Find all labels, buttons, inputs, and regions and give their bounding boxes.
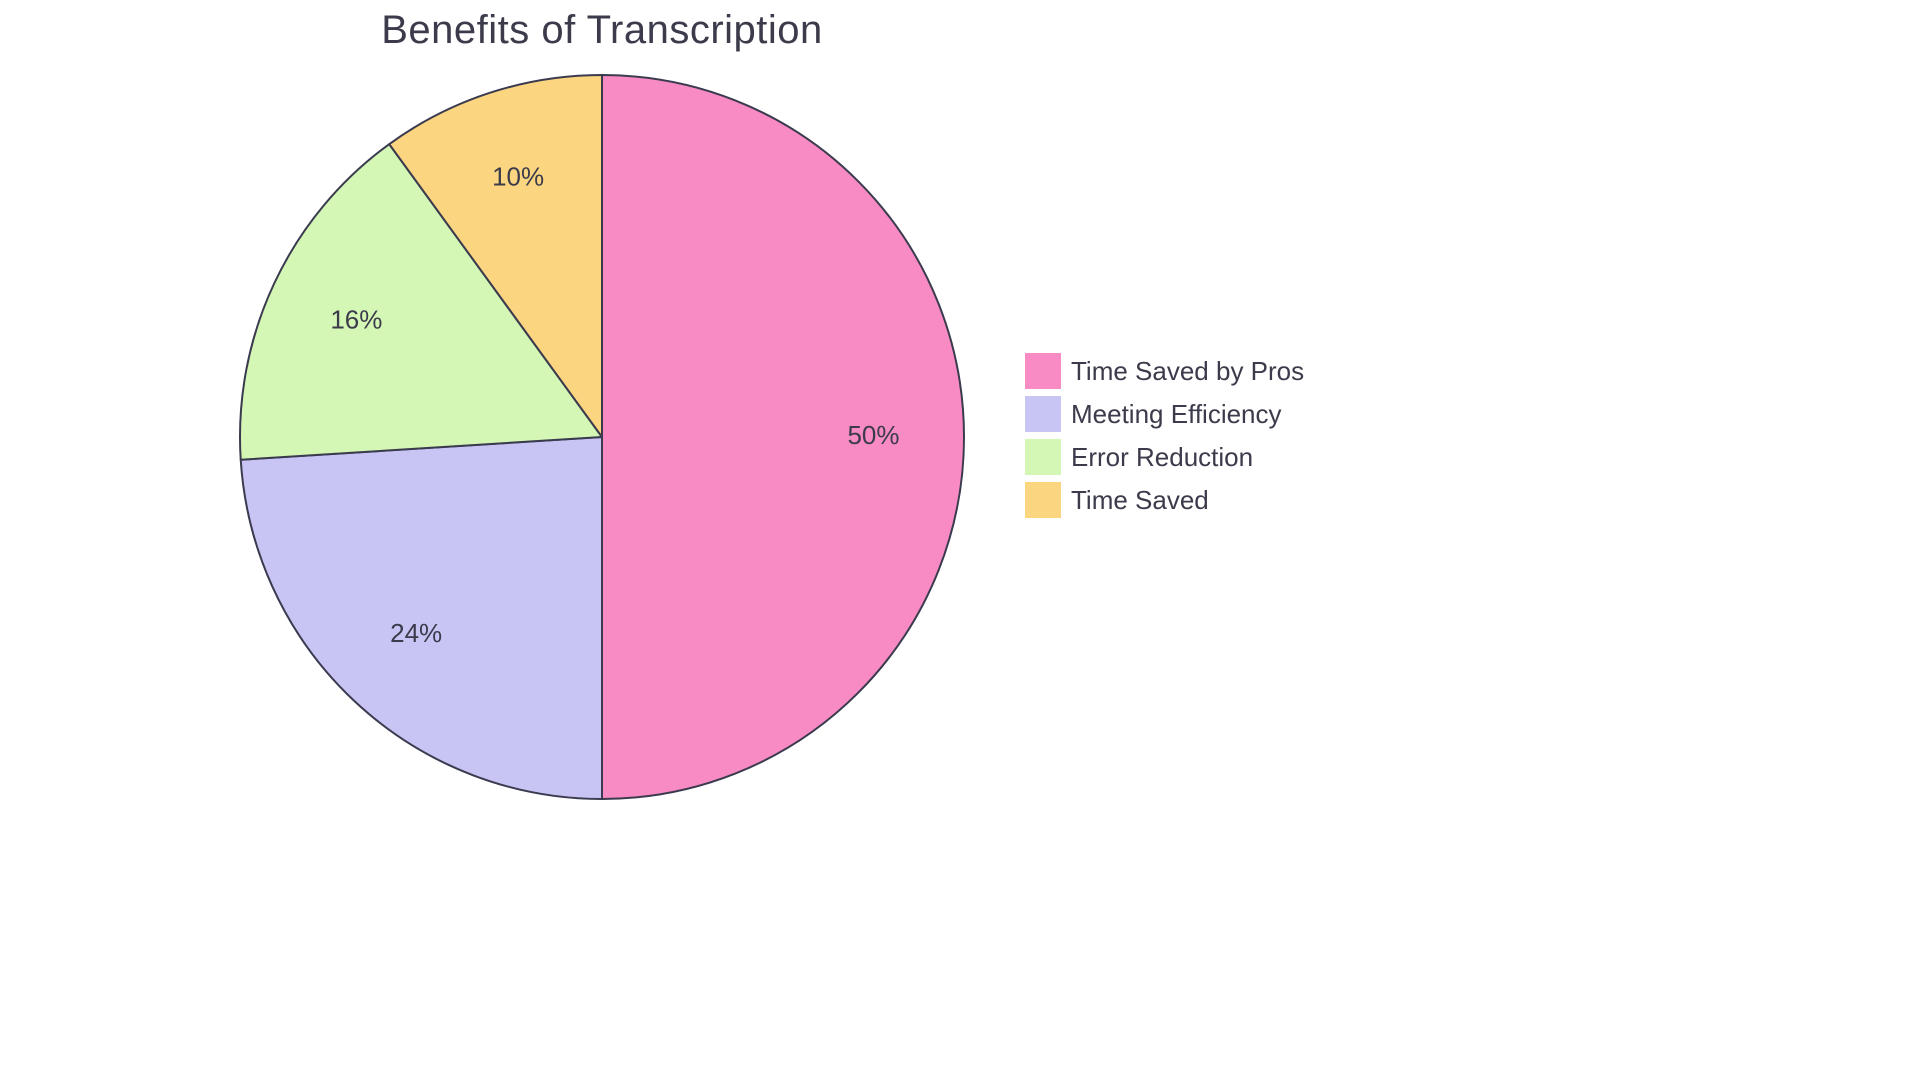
- legend-swatch: [1025, 482, 1061, 518]
- legend-swatch: [1025, 353, 1061, 389]
- pie-slice-1: [239, 436, 603, 800]
- legend-label: Meeting Efficiency: [1071, 398, 1282, 429]
- legend-item: Meeting Efficiency: [1025, 396, 1304, 432]
- legend-label: Time Saved by Pros: [1071, 355, 1305, 386]
- legend-label: Error Reduction: [1071, 441, 1254, 472]
- legend-swatch: [1025, 396, 1061, 432]
- legend-item: Time Saved by Pros: [1025, 353, 1304, 389]
- pie-slice-2: [239, 143, 603, 461]
- pie-slice-3: [388, 74, 603, 438]
- legend-item: Error Reduction: [1025, 439, 1304, 475]
- legend-label: Time Saved: [1071, 484, 1209, 515]
- legend-swatch: [1025, 439, 1061, 475]
- pie-slice-value-label: 24%: [390, 618, 442, 648]
- chart-legend: Time Saved by Pros Meeting Efficiency Erro…: [1025, 353, 1304, 518]
- pie-slice-value-label: 10%: [492, 162, 544, 192]
- legend-item: Time Saved: [1025, 482, 1304, 518]
- chart-title: Benefits of Transcription: [381, 8, 823, 52]
- pie-slice-value-label: 50%: [847, 420, 899, 450]
- pie-slice-value-label: 16%: [330, 304, 382, 334]
- pie-slice-0: [601, 74, 965, 800]
